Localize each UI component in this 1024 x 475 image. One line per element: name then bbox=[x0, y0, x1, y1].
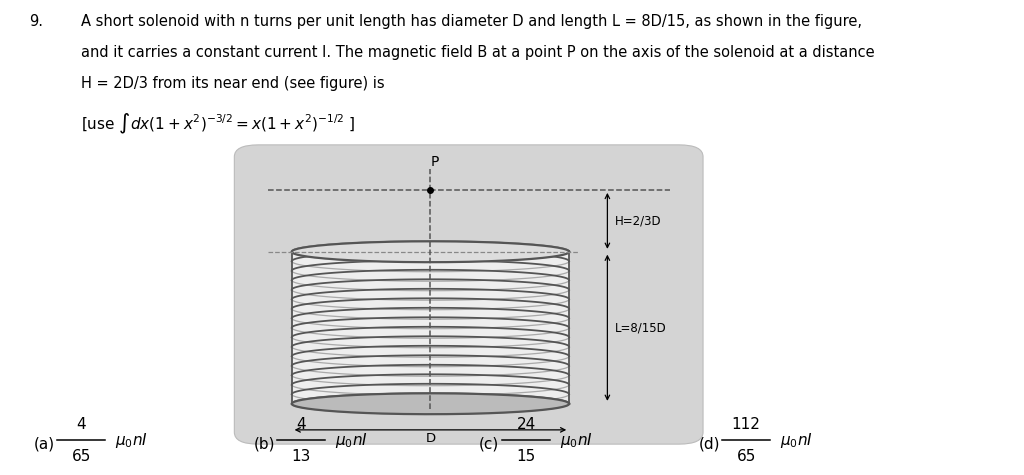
Text: and it carries a constant current I. The magnetic field B at a point P on the ax: and it carries a constant current I. The… bbox=[81, 45, 874, 60]
Text: 4: 4 bbox=[297, 417, 306, 432]
FancyBboxPatch shape bbox=[234, 145, 703, 444]
Text: (b): (b) bbox=[254, 437, 275, 452]
Text: D: D bbox=[425, 432, 435, 445]
Text: H=2/3D: H=2/3D bbox=[615, 214, 662, 228]
Text: 9.: 9. bbox=[29, 14, 43, 29]
Text: H = 2D/3 from its near end (see figure) is: H = 2D/3 from its near end (see figure) … bbox=[81, 76, 385, 91]
Text: A short solenoid with n turns per unit length has diameter D and length L = 8D/1: A short solenoid with n turns per unit l… bbox=[81, 14, 862, 29]
Text: 65: 65 bbox=[72, 449, 91, 464]
Text: $\mu_0 nI$: $\mu_0 nI$ bbox=[335, 431, 368, 450]
Text: 4: 4 bbox=[77, 417, 86, 432]
Text: L=8/15D: L=8/15D bbox=[615, 321, 667, 334]
Text: 65: 65 bbox=[736, 449, 756, 464]
Text: $\mu_0 nI$: $\mu_0 nI$ bbox=[779, 431, 812, 450]
Text: $\mu_0 nI$: $\mu_0 nI$ bbox=[559, 431, 593, 450]
Polygon shape bbox=[292, 241, 569, 262]
Text: P: P bbox=[431, 155, 439, 169]
Text: (a): (a) bbox=[34, 437, 54, 452]
Text: 24: 24 bbox=[516, 417, 536, 432]
Text: 13: 13 bbox=[292, 449, 311, 464]
Text: $\mu_0 nI$: $\mu_0 nI$ bbox=[115, 431, 147, 450]
Text: (d): (d) bbox=[698, 437, 720, 452]
Polygon shape bbox=[292, 393, 569, 414]
Text: [use $\int dx\left(1+x^2\right)^{-3/2} = x\left(1+x^2\right)^{-1/2}$ ]: [use $\int dx\left(1+x^2\right)^{-3/2} =… bbox=[81, 112, 355, 136]
Bar bbox=[292, 252, 569, 404]
Text: 15: 15 bbox=[516, 449, 536, 464]
Text: 112: 112 bbox=[731, 417, 761, 432]
Text: (c): (c) bbox=[478, 437, 499, 452]
